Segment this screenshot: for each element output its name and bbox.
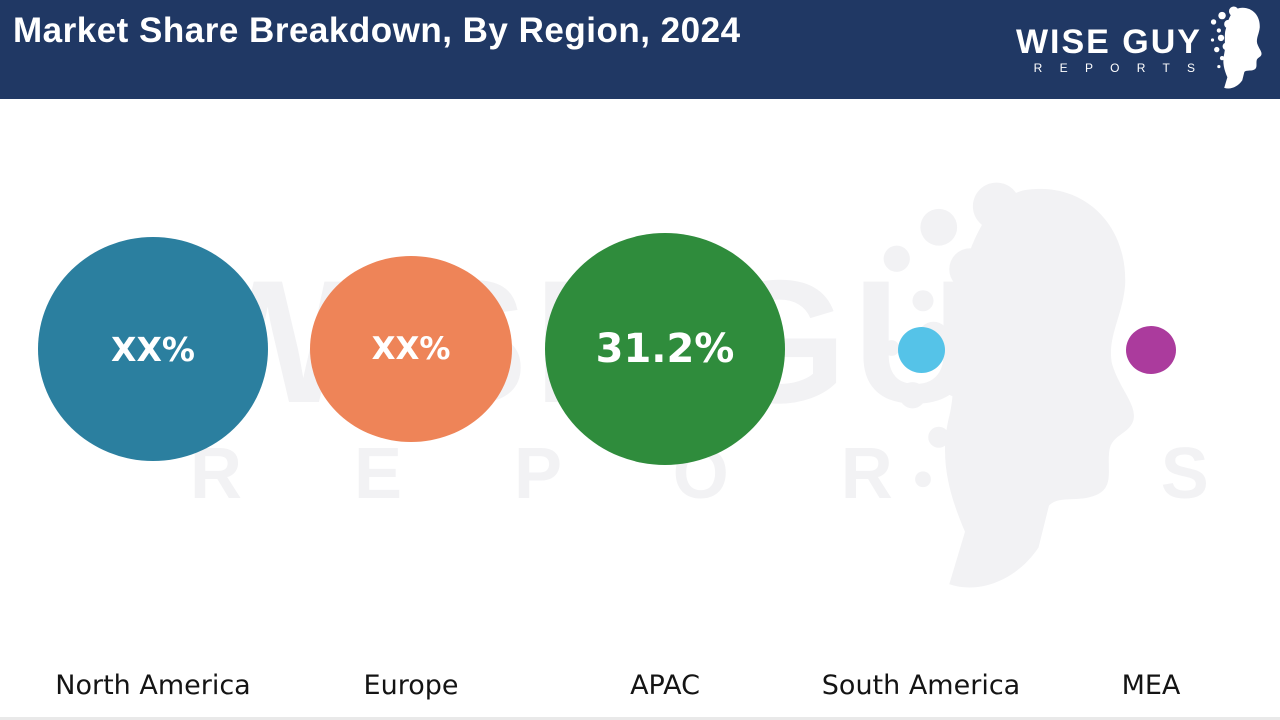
region-label-north-america: North America [55,670,251,701]
region-label-south-america: South America [821,670,1021,701]
bubble-value-label: XX% [111,329,195,369]
bubble-europe: XX% [310,256,512,442]
chart-title: Market Share Breakdown, By Region, 2024 [13,11,741,50]
brand-name: WISE GUY [1015,23,1202,62]
region-label-apac: APAC [630,670,700,701]
region-label-mea: MEA [1121,670,1181,701]
region-label-europe: Europe [363,670,459,701]
dotted-head-profile-icon [1206,6,1270,95]
brand-logo: WISE GUY R E P O R T S [1016,0,1280,95]
bubble-value-label: 31.2% [595,326,735,372]
bubble-mea [1126,326,1176,374]
bottom-divider [0,717,1280,720]
bubble-south-america [897,327,945,373]
brand-subname: R E P O R T S [1033,61,1202,76]
header-bar: Market Share Breakdown, By Region, 2024 … [0,0,1280,99]
bubble-apac: 31.2% [545,233,785,465]
bubble-value-label: XX% [371,331,451,367]
brand-logo-text: WISE GUY R E P O R T S [1016,25,1202,75]
bubble-north-america: XX% [38,237,268,461]
